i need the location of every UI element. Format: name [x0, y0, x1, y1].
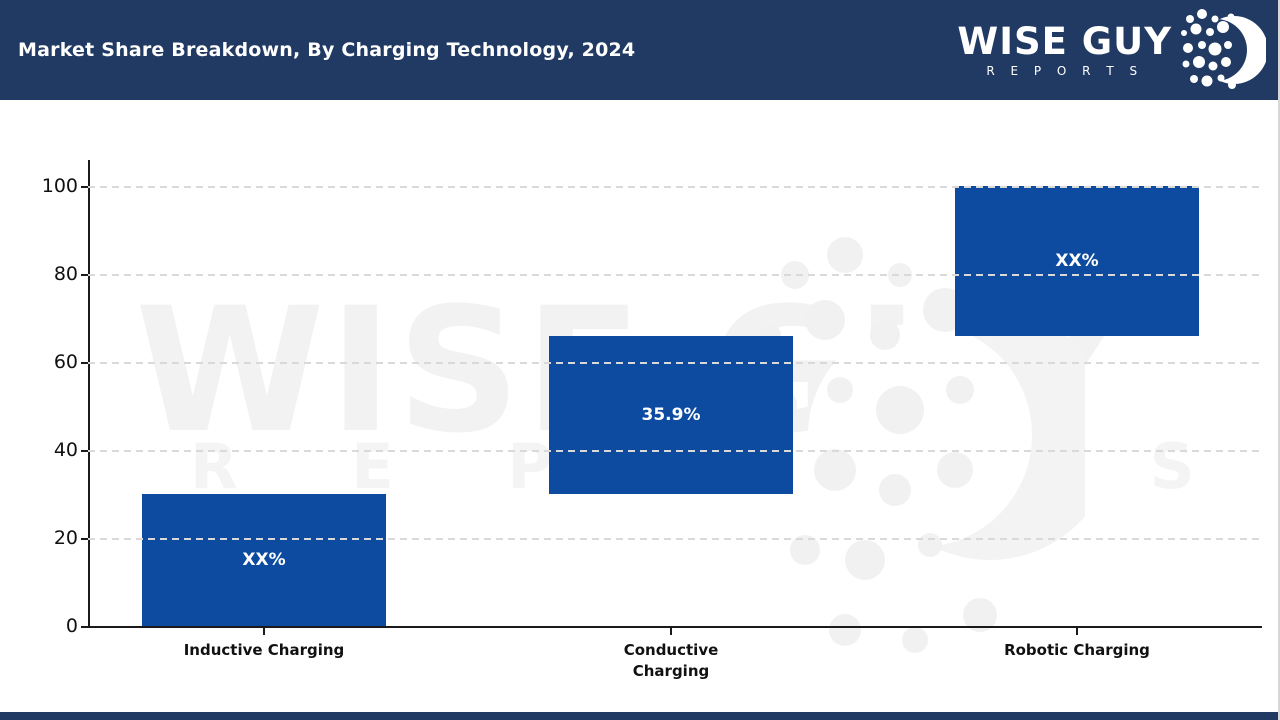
x-category-label: Conductive Charging: [623, 641, 719, 680]
x-tick-mark: [1076, 628, 1078, 635]
bar-value-label: XX%: [242, 550, 286, 570]
x-category-label: Inductive Charging: [183, 641, 345, 659]
logo-face-icon: [1181, 9, 1266, 89]
header: Market Share Breakdown, By Charging Tech…: [0, 0, 1278, 100]
chart-area: WISE GUY R E P O R T S 020406080100XX%In…: [0, 100, 1278, 712]
logo-text: WISE GUY R E P O R T S: [957, 23, 1172, 77]
bar-robotic-charging: XX%: [955, 186, 1199, 337]
gridline: [88, 186, 1262, 188]
bar-value-label: 35.9%: [641, 405, 701, 425]
y-tick-mark: [81, 186, 88, 188]
y-tick-mark: [81, 362, 88, 364]
logo-wordmark: WISE GUY: [957, 20, 1172, 63]
gridline: [88, 362, 1262, 364]
y-tick-mark: [81, 538, 88, 540]
gridline: [88, 274, 1262, 276]
y-tick-mark: [81, 274, 88, 276]
y-tick-label: 60: [53, 351, 78, 373]
x-axis-line: [88, 626, 1262, 628]
watermark-face-icon: [759, 237, 1085, 653]
bar-conductive-charging: 35.9%: [549, 336, 793, 494]
y-tick-label: 20: [53, 527, 78, 549]
y-tick-label: 40: [53, 439, 78, 461]
y-tick-label: 0: [65, 615, 78, 637]
x-tick-mark: [263, 628, 265, 635]
y-axis-line: [88, 160, 90, 628]
x-tick-mark: [670, 628, 672, 635]
y-tick-label: 100: [41, 175, 78, 197]
y-tick-label: 80: [53, 263, 78, 285]
y-tick-mark: [81, 626, 88, 628]
y-tick-mark: [81, 450, 88, 452]
page-title: Market Share Breakdown, By Charging Tech…: [18, 39, 636, 61]
bar-inductive-charging: XX%: [142, 494, 386, 626]
logo-subtitle: R E P O R T S: [986, 64, 1144, 78]
x-category-label: Robotic Charging: [1004, 641, 1150, 659]
logo: WISE GUY R E P O R T S: [957, 7, 1278, 93]
bar-value-label: XX%: [1055, 251, 1099, 272]
footer-bar: [0, 712, 1278, 720]
gridline: [88, 538, 1262, 540]
gridline: [88, 450, 1262, 452]
